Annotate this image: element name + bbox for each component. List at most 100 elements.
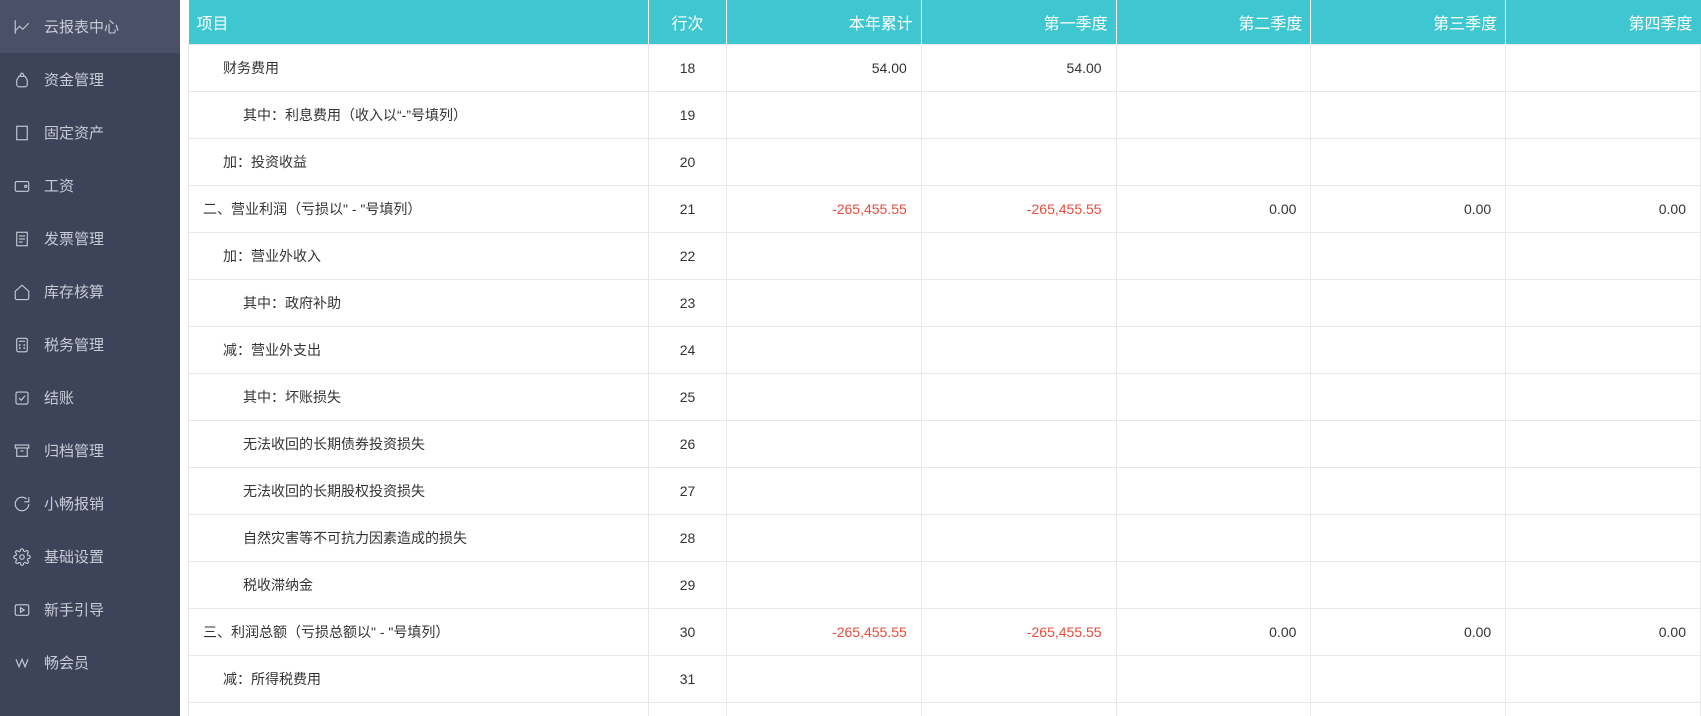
cell-q2: [1116, 515, 1311, 562]
sidebar-item-member[interactable]: 畅会员: [0, 636, 180, 689]
cell-row: 26: [649, 421, 727, 468]
cell-row: 24: [649, 327, 727, 374]
table-header: 项目行次本年累计第一季度第二季度第三季度第四季度: [189, 0, 1701, 45]
cell-q1: [921, 280, 1116, 327]
sidebar-item-label: 畅会员: [44, 652, 89, 673]
cell-row: 20: [649, 139, 727, 186]
cell-item: 加：营业外收入: [189, 233, 649, 280]
sidebar-item-label: 云报表中心: [44, 16, 119, 37]
table-row[interactable]: 减：所得税费用31: [189, 656, 1701, 703]
cell-ytd: [727, 656, 922, 703]
cell-item: 无法收回的长期债券投资损失: [189, 421, 649, 468]
cell-item: 二、营业利润（亏损以" - "号填列）: [189, 186, 649, 233]
wallet-icon: [12, 176, 32, 196]
table-row[interactable]: 税收滞纳金29: [189, 562, 1701, 609]
cell-q3: [1311, 92, 1506, 139]
cell-q1: [921, 327, 1116, 374]
cell-q1: [921, 421, 1116, 468]
cell-q4: [1506, 656, 1701, 703]
sidebar-item-invoice-mgmt[interactable]: 发票管理: [0, 212, 180, 265]
table-row[interactable]: 财务费用1854.0054.00: [189, 45, 1701, 92]
cell-q3: [1311, 45, 1506, 92]
cell-q3: [1311, 468, 1506, 515]
sidebar-item-xiaochang[interactable]: 小畅报销: [0, 477, 180, 530]
sidebar-item-basic-settings[interactable]: 基础设置: [0, 530, 180, 583]
table-row[interactable]: 其中：利息费用（收入以“-”号填列）19: [189, 92, 1701, 139]
cell-q2: [1116, 468, 1311, 515]
col-header-q1: 第一季度: [921, 0, 1116, 45]
col-header-q2: 第二季度: [1116, 0, 1311, 45]
cell-q2: 0.00: [1116, 703, 1311, 716]
cell-row: 27: [649, 468, 727, 515]
cell-q2: [1116, 562, 1311, 609]
cell-q3: [1311, 139, 1506, 186]
sidebar-item-report-center[interactable]: 云报表中心: [0, 0, 180, 53]
cell-item: 其中：政府补助: [189, 280, 649, 327]
cell-q1: [921, 92, 1116, 139]
sidebar-item-salary[interactable]: 工资: [0, 159, 180, 212]
cell-q1: [921, 515, 1116, 562]
cell-q1: [921, 374, 1116, 421]
sidebar-item-fixed-assets[interactable]: 固定资产: [0, 106, 180, 159]
cell-q1: 54.00: [921, 45, 1116, 92]
cell-q4: [1506, 233, 1701, 280]
cell-q1: -265,455.55: [921, 609, 1116, 656]
cell-item: 减：营业外支出: [189, 327, 649, 374]
sidebar-item-newbie-guide[interactable]: 新手引导: [0, 583, 180, 636]
cell-q2: 0.00: [1116, 609, 1311, 656]
cell-row: 21: [649, 186, 727, 233]
cell-q2: [1116, 139, 1311, 186]
table-row[interactable]: 无法收回的长期股权投资损失27: [189, 468, 1701, 515]
sidebar-item-inventory[interactable]: 库存核算: [0, 265, 180, 318]
table-row[interactable]: 三、利润总额（亏损总额以" - "号填列）30-265,455.55-265,4…: [189, 609, 1701, 656]
col-header-q4: 第四季度: [1506, 0, 1701, 45]
cell-q2: [1116, 374, 1311, 421]
table-row[interactable]: 四、净利润（净亏损以" - "号填列）32-265,455.55-265,455…: [189, 703, 1701, 716]
table-row[interactable]: 二、营业利润（亏损以" - "号填列）21-265,455.55-265,455…: [189, 186, 1701, 233]
table-row[interactable]: 其中：政府补助23: [189, 280, 1701, 327]
cell-row: 30: [649, 609, 727, 656]
cell-q3: 0.00: [1311, 703, 1506, 716]
cell-q4: [1506, 468, 1701, 515]
cell-q4: 0.00: [1506, 703, 1701, 716]
cell-item: 减：所得税费用: [189, 656, 649, 703]
cell-item: 加：投资收益: [189, 139, 649, 186]
table-row[interactable]: 加：营业外收入22: [189, 233, 1701, 280]
table-row[interactable]: 减：营业外支出24: [189, 327, 1701, 374]
col-header-q3: 第三季度: [1311, 0, 1506, 45]
sidebar-item-archive-mgmt[interactable]: 归档管理: [0, 424, 180, 477]
refresh-icon: [12, 494, 32, 514]
cell-ytd: [727, 468, 922, 515]
sidebar-item-tax-mgmt[interactable]: 税务管理: [0, 318, 180, 371]
sidebar-item-label: 归档管理: [44, 440, 104, 461]
sidebar: 云报表中心资金管理固定资产工资发票管理库存核算税务管理结账归档管理小畅报销基础设…: [0, 0, 180, 716]
sidebar-item-label: 库存核算: [44, 281, 104, 302]
cell-item: 自然灾害等不可抗力因素造成的损失: [189, 515, 649, 562]
cell-row: 23: [649, 280, 727, 327]
cell-row: 32: [649, 703, 727, 716]
money-bag-icon: [12, 70, 32, 90]
cell-ytd: [727, 327, 922, 374]
table-row[interactable]: 其中：坏账损失25: [189, 374, 1701, 421]
vip-icon: [12, 653, 32, 673]
table-scroll[interactable]: 项目行次本年累计第一季度第二季度第三季度第四季度 财务费用1854.0054.0…: [188, 0, 1701, 716]
cell-q1: [921, 562, 1116, 609]
sidebar-item-fund-mgmt[interactable]: 资金管理: [0, 53, 180, 106]
cell-q4: [1506, 139, 1701, 186]
cell-item: 税收滞纳金: [189, 562, 649, 609]
cell-q2: [1116, 92, 1311, 139]
cell-q2: 0.00: [1116, 186, 1311, 233]
sidebar-item-closing[interactable]: 结账: [0, 371, 180, 424]
cell-q1: -265,455.55: [921, 186, 1116, 233]
table-row[interactable]: 无法收回的长期债券投资损失26: [189, 421, 1701, 468]
table-row[interactable]: 加：投资收益20: [189, 139, 1701, 186]
cell-row: 28: [649, 515, 727, 562]
cell-q4: [1506, 374, 1701, 421]
cell-q4: 0.00: [1506, 186, 1701, 233]
cell-q3: [1311, 327, 1506, 374]
cell-ytd: -265,455.55: [727, 609, 922, 656]
checklist-icon: [12, 388, 32, 408]
table-row[interactable]: 自然灾害等不可抗力因素造成的损失28: [189, 515, 1701, 562]
cell-q1: [921, 139, 1116, 186]
cell-q4: [1506, 327, 1701, 374]
